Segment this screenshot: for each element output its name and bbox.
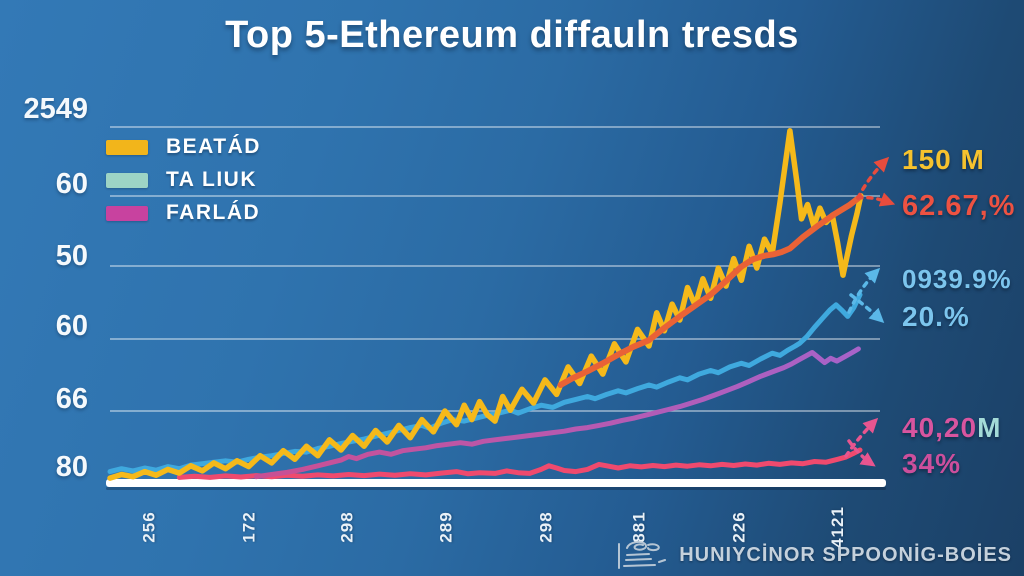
footer-watermark: HUNIYCİNOR SPPOONİG-BOİES bbox=[615, 538, 1012, 572]
brand-name: HUNIYCİNOR SPPOONİG-BOİES bbox=[679, 543, 1012, 566]
chart-title: Top 5-Ethereum diffauln tresds bbox=[225, 14, 799, 56]
annotation-taliuk-percent: 20.% bbox=[902, 301, 970, 332]
y-axis-label: 50 bbox=[55, 240, 88, 272]
legend-item: FARLÁD bbox=[106, 201, 261, 224]
annotation-beatad-value: 150 M bbox=[902, 144, 985, 175]
legend-label: BEATÁD bbox=[166, 135, 261, 158]
annotation-beatad-percent: 62.67,% bbox=[902, 190, 1016, 222]
brand-sketch-icon bbox=[618, 540, 667, 569]
legend: BEATÁD TA LIUK FARLÁD bbox=[106, 135, 261, 224]
y-axis-label: 66 bbox=[55, 383, 88, 415]
x-axis-label: 298 bbox=[338, 511, 357, 543]
legend-swatch bbox=[106, 139, 148, 155]
y-axis-label: 60 bbox=[55, 168, 88, 200]
legend-item: BEATÁD bbox=[106, 135, 261, 158]
legend-label: TA LIUK bbox=[166, 168, 257, 191]
annotation-farlad-unit: M bbox=[977, 412, 1002, 443]
annotation-farlad-percent: 34% bbox=[902, 448, 962, 479]
annotation-taliuk-value: 0939.9% bbox=[902, 264, 1012, 294]
legend-swatch bbox=[106, 205, 148, 221]
x-axis-label: 298 bbox=[537, 511, 556, 543]
y-axis-label: 2549 bbox=[23, 93, 88, 125]
annotation-farlad-number: 40,20 bbox=[902, 412, 978, 443]
y-axis-label: 80 bbox=[55, 451, 88, 483]
x-axis-label: 289 bbox=[437, 511, 456, 543]
x-axis-label: 172 bbox=[240, 511, 259, 543]
legend-label: FARLÁD bbox=[166, 201, 261, 224]
legend-swatch bbox=[106, 172, 148, 188]
x-axis-label: 256 bbox=[140, 511, 159, 543]
annotation-farlad-value: 40,20M bbox=[902, 412, 1001, 444]
legend-item: TA LIUK bbox=[106, 168, 261, 191]
y-axis-label: 60 bbox=[55, 310, 88, 342]
